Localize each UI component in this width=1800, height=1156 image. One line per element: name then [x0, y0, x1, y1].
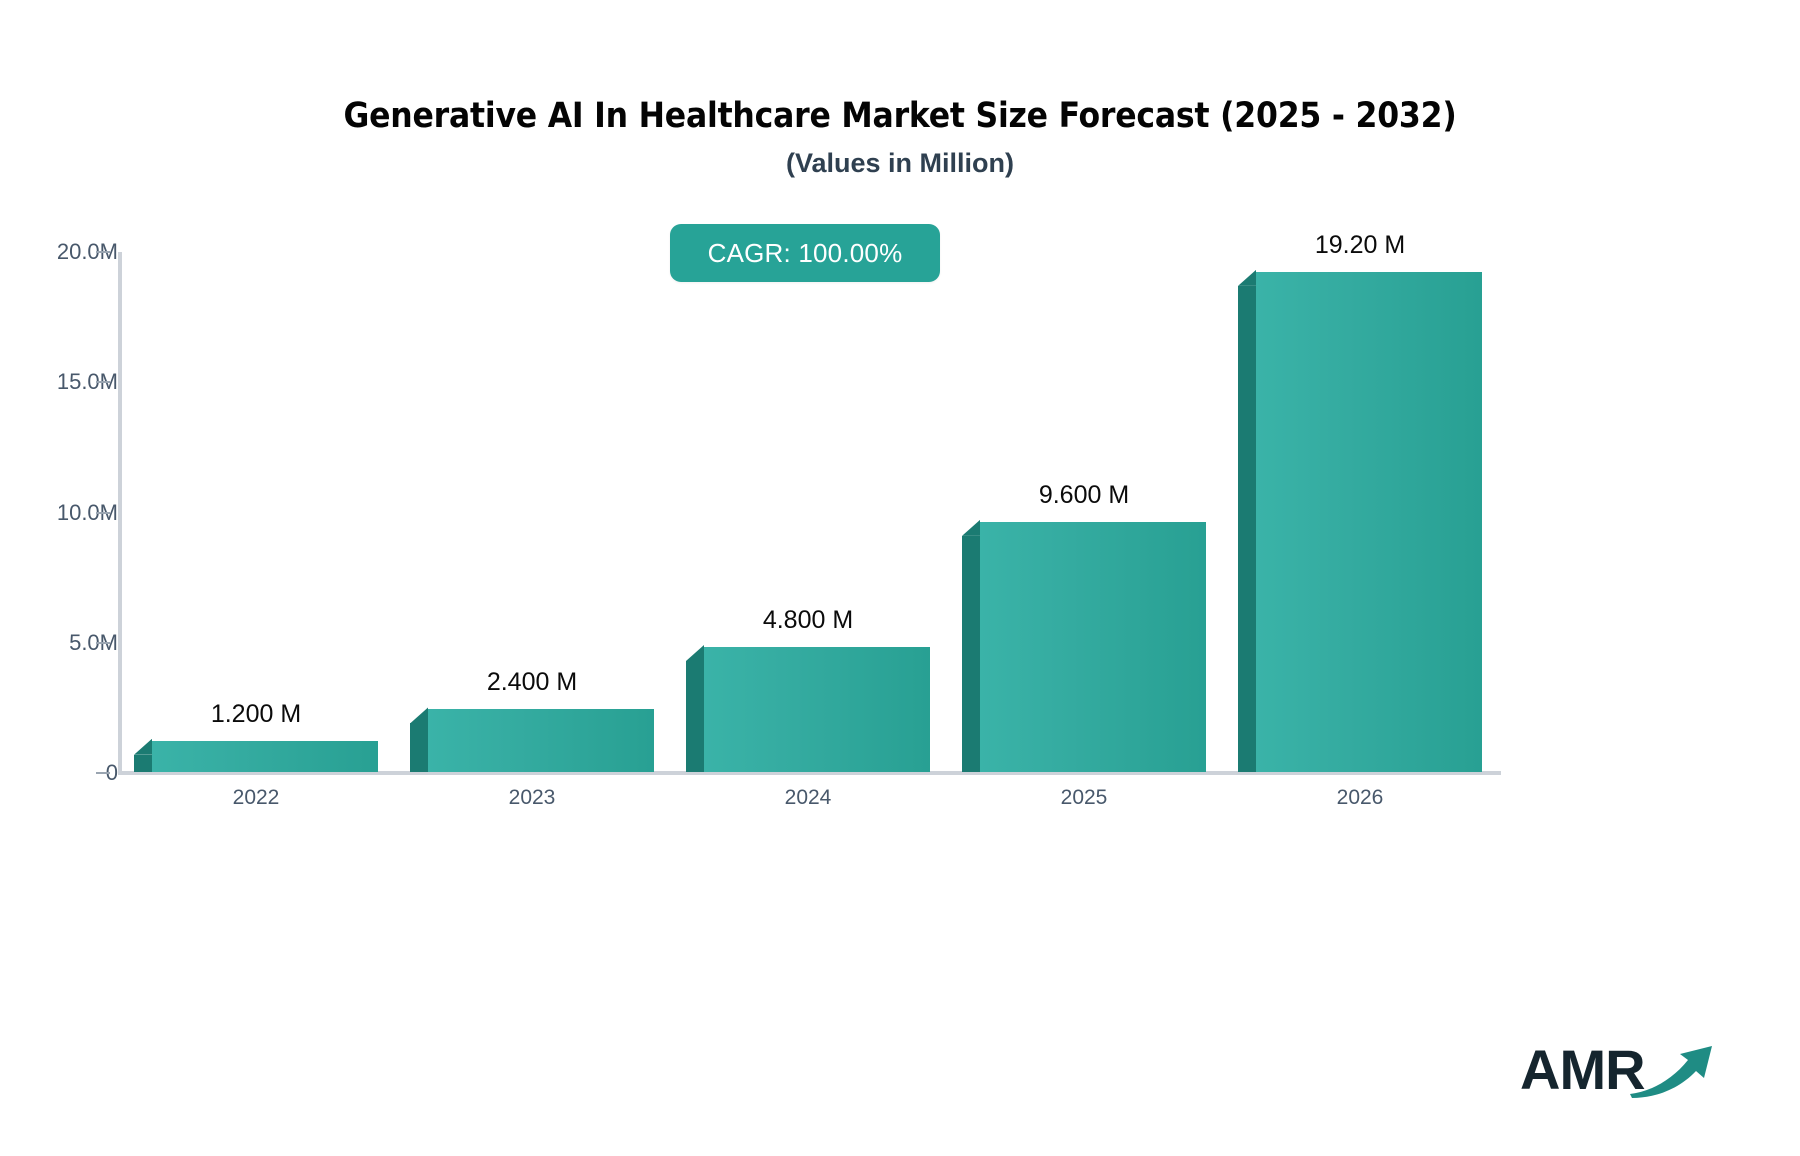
bar-side-bevel: [134, 738, 152, 755]
bar-front-face: [704, 646, 930, 772]
logo-text: AMR: [1520, 1038, 1646, 1101]
y-axis-tick-mark: [96, 381, 110, 384]
cagr-badge: CAGR: 100.00%: [670, 224, 940, 282]
bar[interactable]: 4.800 M: [686, 606, 930, 772]
bar-front-face: [152, 740, 378, 772]
y-axis-tick-mark: [96, 641, 110, 644]
bar-value-label: 19.20 M: [1314, 230, 1406, 259]
x-axis-tick-label: 2022: [232, 786, 280, 809]
growth-arrow-icon: [1630, 1046, 1712, 1098]
bar-side-bevel: [686, 644, 704, 661]
bar-value-label: 2.400 M: [486, 668, 578, 697]
bar-front-face: [980, 521, 1206, 772]
bar-value-label: 1.200 M: [210, 699, 302, 728]
bar-side-bevel: [962, 519, 980, 536]
bar-front-face: [1256, 271, 1482, 772]
bar-side-face: [686, 660, 704, 772]
bar-side-face: [1238, 285, 1256, 772]
bar-side-bevel: [1238, 269, 1256, 286]
bar[interactable]: 19.20 M: [1238, 231, 1482, 772]
y-axis-tick-label: 0: [105, 760, 118, 785]
x-axis-tick-label: 2026: [1336, 786, 1384, 809]
bar[interactable]: 9.600 M: [962, 481, 1206, 772]
y-axis-tick-mark: [96, 251, 110, 253]
y-axis-tick-mark: [96, 511, 110, 514]
y-axis-line: [118, 252, 122, 775]
amr-logo: AMR: [1520, 1040, 1720, 1112]
chart-title: Generative AI In Healthcare Market Size …: [343, 96, 1457, 136]
x-axis-line: [118, 771, 1501, 775]
bar[interactable]: 2.400 M: [410, 668, 654, 772]
x-axis-tick-label: 2024: [784, 786, 832, 809]
bar-side-face: [134, 754, 152, 772]
bar-side-face: [410, 723, 428, 772]
x-axis-tick-label: 2023: [508, 786, 556, 809]
bar-front-face: [428, 709, 654, 772]
bar-value-label: 9.600 M: [1038, 480, 1130, 509]
bar-value-label: 4.800 M: [762, 605, 854, 634]
plot-area: 1.200 M 2.400 M 4.800 M 9.600 M 19.20 M: [118, 231, 1498, 772]
y-axis: 0 5.0M 10.0M 15.0M 20.0M: [0, 0, 118, 1156]
bar-side-bevel: [410, 707, 428, 724]
chart-subtitle: (Values in Million): [785, 148, 1015, 178]
x-axis-tick-label: 2025: [1060, 786, 1108, 809]
bar-side-face: [962, 535, 980, 772]
bar[interactable]: 1.200 M: [134, 700, 378, 772]
y-axis-tick-mark: [96, 772, 110, 774]
cagr-badge-label: CAGR: 100.00%: [707, 237, 903, 268]
